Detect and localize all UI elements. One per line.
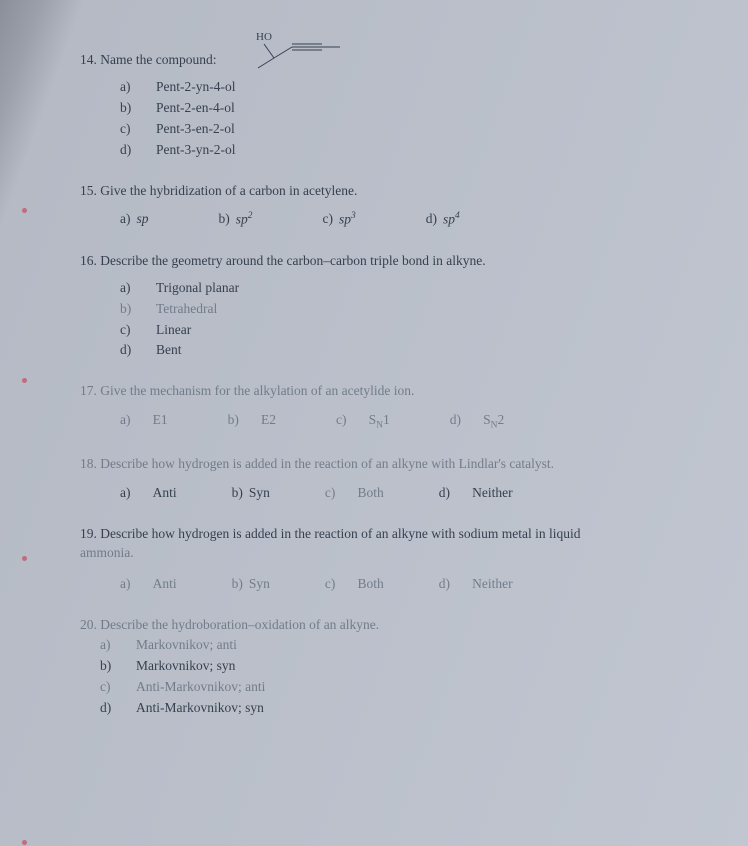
q18-opt-c: c) Both — [325, 484, 384, 503]
q15-stem: 15. Give the hybridization of a carbon i… — [80, 182, 688, 201]
molecule-label-text: HO — [256, 31, 272, 43]
q16-opt-d: d)Bent — [120, 341, 688, 360]
q19-opt-a: a) Anti — [120, 575, 177, 594]
q17-opt-b: b) E2 — [228, 411, 276, 433]
q18-opt-d: d) Neither — [439, 484, 513, 503]
scan-artifact-dot — [22, 208, 27, 213]
q16-stem: 16. Describe the geometry around the car… — [80, 252, 688, 271]
q20-opt-c: c)Anti-Markovnikov; anti — [100, 678, 688, 697]
q16-opt-c: c)Linear — [120, 321, 688, 340]
q20-stem: 20. Describe the hydroboration–oxidation… — [80, 616, 688, 635]
q20-opt-a: a)Markovnikov; anti — [100, 636, 688, 655]
q19-opt-c: c) Both — [325, 575, 384, 594]
q14-stem: 14. Name the compound: — [80, 51, 216, 70]
question-20: 20. Describe the hydroboration–oxidation… — [80, 616, 688, 718]
q18-options: a) Anti b) Syn c) Both d) Neither — [80, 484, 688, 503]
q19-opt-b: b) Syn — [232, 575, 270, 594]
question-17: 17. Give the mechanism for the alkylatio… — [80, 382, 688, 433]
q14-options: a)Pent-2-yn-4-ol b)Pent-2-en-4-ol c)Pent… — [80, 78, 688, 160]
q14-opt-d: d)Pent-3-yn-2-ol — [120, 141, 688, 160]
question-15: 15. Give the hybridization of a carbon i… — [80, 182, 688, 230]
q15-opt-b: b) sp2 — [219, 210, 253, 229]
q15-opt-c: c) sp3 — [323, 210, 356, 229]
scan-artifact-dot — [22, 840, 27, 845]
q14-stem-row: 14. Name the compound: HO — [80, 30, 688, 70]
q15-options: a) sp b) sp2 c) sp3 d) sp4 — [80, 210, 688, 229]
q17-options: a) E1 b) E2 c) SN1 d) SN2 — [80, 411, 688, 433]
q19-options: a) Anti b) Syn c) Both d) Neither — [80, 575, 688, 594]
q17-opt-d: d) SN2 — [450, 411, 504, 433]
q16-opt-b: b)Tetrahedral — [120, 300, 688, 319]
q15-opt-d: d) sp4 — [426, 210, 460, 229]
q17-opt-c: c) SN1 — [336, 411, 390, 433]
q18-opt-a: a) Anti — [120, 484, 177, 503]
q20-opt-d: d)Anti-Markovnikov; syn — [100, 699, 688, 718]
q18-stem: 18. Describe how hydrogen is added in th… — [80, 455, 688, 474]
question-18: 18. Describe how hydrogen is added in th… — [80, 455, 688, 503]
q19-stem-line1: 19. Describe how hydrogen is added in th… — [80, 525, 688, 544]
q18-opt-b: b) Syn — [232, 484, 270, 503]
molecule-diagram: HO — [226, 30, 346, 70]
q20-opt-b: b)Markovnikov; syn — [100, 657, 688, 676]
q14-opt-b: b)Pent-2-en-4-ol — [120, 99, 688, 118]
worksheet-page: 14. Name the compound: HO a)Pent-2-yn-4-… — [0, 0, 748, 770]
q17-stem: 17. Give the mechanism for the alkylatio… — [80, 382, 688, 401]
q17-opt-a: a) E1 — [120, 411, 168, 433]
q19-opt-d: d) Neither — [439, 575, 513, 594]
q14-opt-c: c)Pent-3-en-2-ol — [120, 120, 688, 139]
q16-options: a)Trigonal planar b)Tetrahedral c)Linear… — [80, 279, 688, 361]
scan-artifact-dot — [22, 556, 27, 561]
molecule-svg: HO — [226, 30, 346, 70]
q16-opt-a: a)Trigonal planar — [120, 279, 688, 298]
scan-artifact-dot — [22, 378, 27, 383]
question-16: 16. Describe the geometry around the car… — [80, 252, 688, 360]
q20-options: a)Markovnikov; anti b)Markovnikov; syn c… — [80, 636, 688, 718]
q19-stem-line2: ammonia. — [80, 544, 688, 563]
question-14: 14. Name the compound: HO a)Pent-2-yn-4-… — [80, 30, 688, 160]
question-19: 19. Describe how hydrogen is added in th… — [80, 525, 688, 594]
q14-opt-a: a)Pent-2-yn-4-ol — [120, 78, 688, 97]
q15-opt-a: a) sp — [120, 210, 149, 229]
